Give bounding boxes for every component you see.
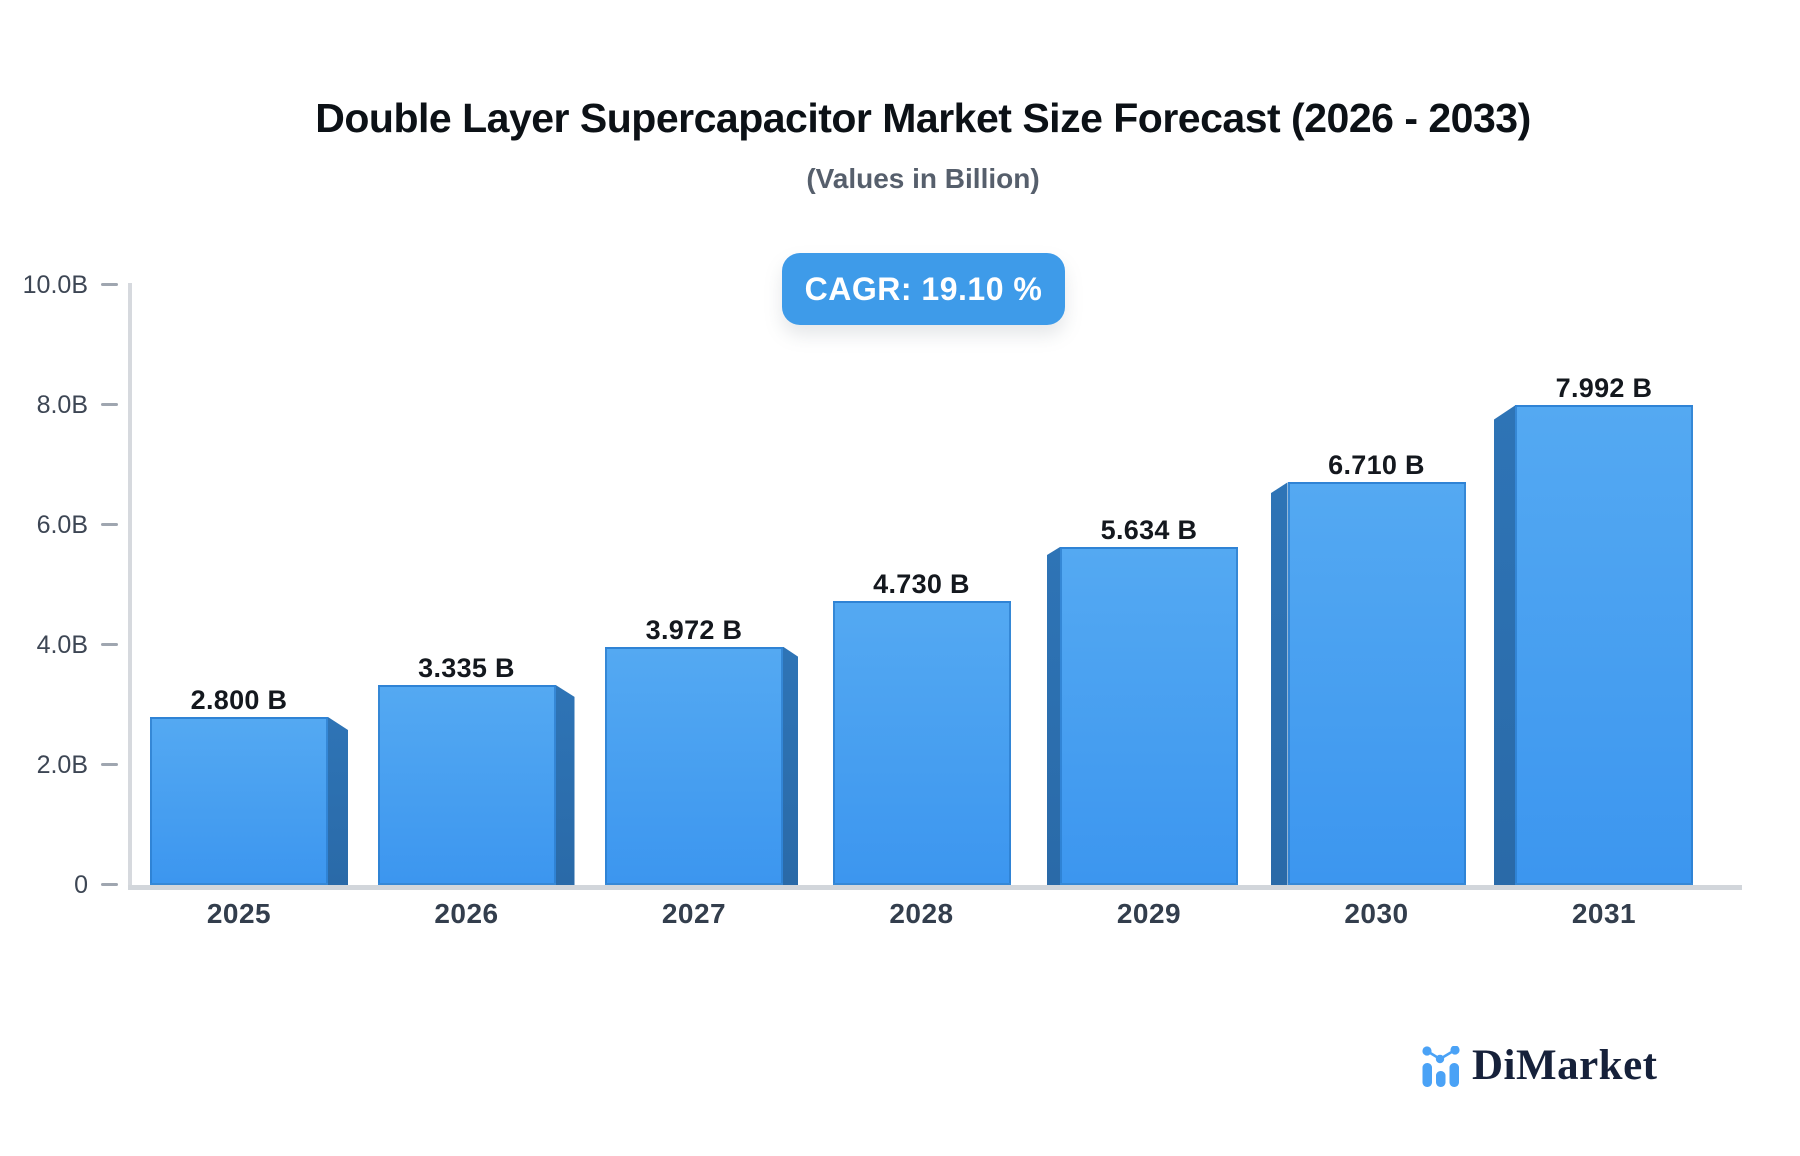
x-axis-label: 2028 (889, 898, 954, 929)
bar-2027 (605, 646, 783, 885)
bar-2031 (1515, 405, 1693, 885)
x-axis-label: 2025 (206, 898, 272, 929)
bar-3d-side (328, 717, 348, 885)
cagr-badge-label: CAGR: 19.10 % (804, 270, 1043, 307)
mini-bar-chart-icon (1422, 1045, 1460, 1087)
dimarket-logo-icon (1422, 1045, 1462, 1093)
bar-3d-side (1270, 482, 1288, 885)
bar-2025 (150, 717, 328, 885)
bar-value-label: 6.710 B (1328, 450, 1425, 481)
bar-value-label: 3.335 B (418, 652, 515, 683)
bar-2030 (1287, 482, 1466, 885)
y-axis-label: 4.0B (36, 631, 88, 659)
bar-2029 (1060, 546, 1238, 885)
y-axis-label: 6.0B (36, 511, 88, 539)
x-axis-label: 2029 (1116, 898, 1182, 929)
bar-value-label: 3.972 B (645, 614, 743, 645)
y-tick-mark (101, 283, 118, 286)
y-axis-label: 10.0B (22, 271, 88, 299)
bar-value-label: 4.730 B (873, 569, 970, 600)
y-tick-mark (101, 643, 118, 646)
y-tick-mark (101, 523, 118, 526)
x-axis-label: 2031 (1571, 898, 1637, 929)
bar-2026 (377, 684, 556, 885)
bar-3d-side (1047, 546, 1060, 885)
bar-2028 (832, 601, 1011, 885)
dimarket-logo-text: DiMarket (1472, 1042, 1658, 1089)
x-axis-label: 2030 (1344, 898, 1409, 929)
x-axis-label: 2026 (434, 898, 499, 929)
bar-3d-side (783, 646, 798, 885)
chart-header: Double Layer Supercapacitor Market Size … (46, 0, 1800, 195)
y-tick-mark (101, 883, 118, 886)
bar-3d-side (555, 684, 575, 885)
bar-value-label: 7.992 B (1555, 373, 1653, 404)
chart-subtitle: (Values in Billion) (806, 163, 1040, 195)
y-axis-label: 0 (74, 871, 88, 899)
y-axis-line (128, 283, 132, 890)
page-title: Double Layer Supercapacitor Market Size … (315, 95, 1531, 141)
bar-3d-side (1494, 405, 1515, 885)
bar-value-label: 5.634 B (1100, 514, 1198, 545)
y-axis-label: 2.0B (36, 751, 88, 779)
bar-value-label: 2.800 B (190, 685, 288, 715)
y-axis-label: 8.0B (36, 391, 88, 419)
x-axis-label: 2027 (661, 898, 727, 929)
cagr-badge: CAGR: 19.10 % (782, 253, 1065, 325)
y-tick-mark (101, 403, 118, 406)
x-axis-line (128, 885, 1742, 890)
y-tick-mark (101, 763, 118, 766)
